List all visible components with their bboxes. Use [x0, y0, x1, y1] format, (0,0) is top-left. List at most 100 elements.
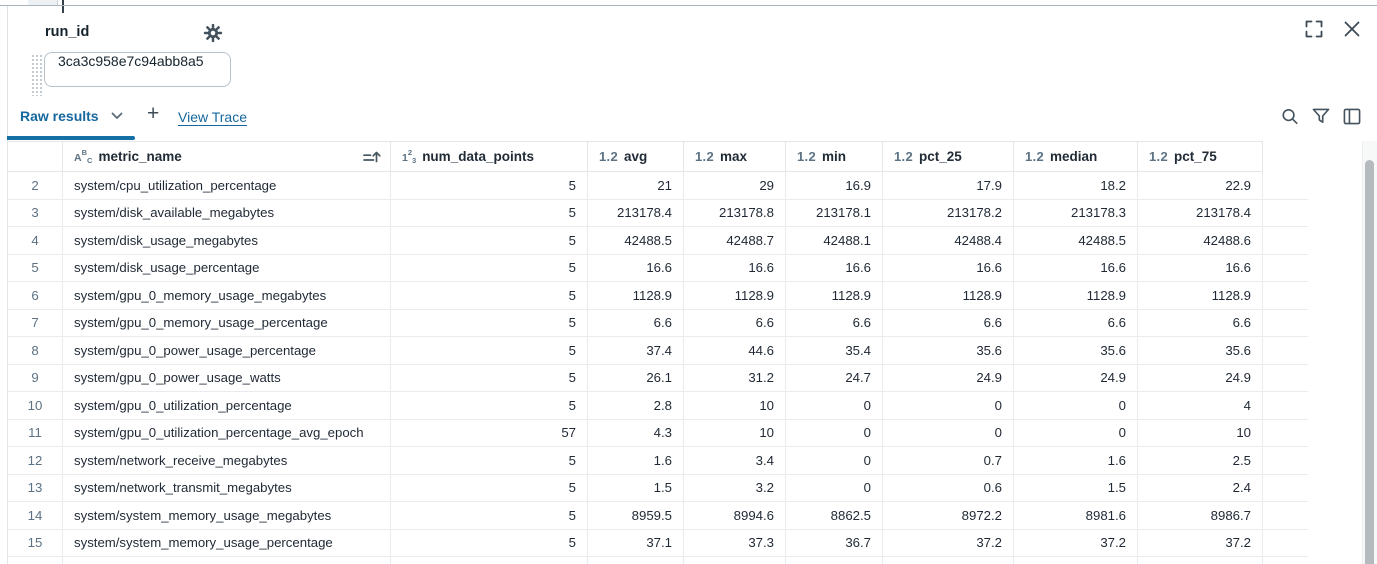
cell-avg[interactable]: 4.3 [588, 419, 684, 447]
cell-metric_name[interactable]: system/gpu_0_power_usage_percentage [63, 337, 391, 365]
gear-icon[interactable] [203, 23, 223, 43]
column-header-min[interactable]: 1.2 min [786, 141, 883, 172]
column-header-metric_name[interactable]: ABC metric_name [63, 141, 391, 172]
cell-num_data_points[interactable]: 5 [391, 364, 588, 392]
cell-pct_25[interactable]: 37.2 [883, 529, 1014, 557]
cell-max[interactable]: 3.2 [684, 474, 786, 502]
cell-median[interactable]: 16.6 [1014, 254, 1138, 282]
cell-max[interactable]: 10 [684, 392, 786, 420]
cell-median[interactable]: 1.6 [1014, 447, 1138, 475]
cell-num_data_points[interactable]: 5 [391, 254, 588, 282]
cell-min[interactable]: 213178.1 [786, 199, 883, 227]
cell-median[interactable] [1014, 557, 1138, 564]
cell-median[interactable]: 1.5 [1014, 474, 1138, 502]
column-header-max[interactable]: 1.2 max [684, 141, 786, 172]
row-number[interactable]: 12 [8, 447, 63, 475]
cell-pct_25[interactable]: 8972.2 [883, 502, 1014, 530]
cell-metric_name[interactable]: system/gpu_0_memory_usage_megabytes [63, 282, 391, 310]
cell-metric_name[interactable]: system/cpu_utilization_percentage [63, 172, 391, 200]
cell-num_data_points[interactable]: 5 [391, 502, 588, 530]
cell-avg[interactable]: 8959.5 [588, 502, 684, 530]
cell-metric_name[interactable]: system/gpu_0_utilization_percentage_avg_… [63, 419, 391, 447]
cell-num_data_points[interactable]: 5 [391, 474, 588, 502]
cell-pct_75[interactable]: 4 [1138, 392, 1263, 420]
cell-pct_25[interactable]: 1128.9 [883, 282, 1014, 310]
column-header-pct_75[interactable]: 1.2 pct_75 [1138, 141, 1263, 172]
cell-median[interactable]: 24.9 [1014, 364, 1138, 392]
cell-median[interactable]: 0 [1014, 392, 1138, 420]
run-id-input[interactable]: 3ca3c958e7c94abb8a5 [44, 52, 231, 87]
cell-min[interactable]: 24.7 [786, 364, 883, 392]
cell-metric_name[interactable]: system/network_transmit_megabytes [63, 474, 391, 502]
cell-min[interactable]: 0 [786, 447, 883, 475]
row-number[interactable]: 7 [8, 309, 63, 337]
cell-pct_25[interactable]: 213178.2 [883, 199, 1014, 227]
row-number[interactable]: 6 [8, 282, 63, 310]
cell-metric_name[interactable]: system/gpu_0_utilization_percentage [63, 392, 391, 420]
cell-metric_name[interactable] [63, 557, 391, 564]
row-number[interactable] [8, 557, 63, 564]
cell-min[interactable] [786, 557, 883, 564]
row-number[interactable]: 11 [8, 419, 63, 447]
cell-avg[interactable]: 37.4 [588, 337, 684, 365]
column-header-median[interactable]: 1.2 median [1014, 141, 1138, 172]
expand-icon[interactable] [1305, 20, 1323, 38]
cell-min[interactable]: 6.6 [786, 309, 883, 337]
cell-pct_25[interactable]: 16.6 [883, 254, 1014, 282]
cell-pct_25[interactable]: 24.9 [883, 364, 1014, 392]
cell-pct_75[interactable]: 10 [1138, 419, 1263, 447]
row-number[interactable]: 14 [8, 502, 63, 530]
cell-max[interactable]: 29 [684, 172, 786, 200]
cell-pct_75[interactable]: 24.9 [1138, 364, 1263, 392]
cell-pct_75[interactable]: 1128.9 [1138, 282, 1263, 310]
cell-pct_75[interactable]: 2.4 [1138, 474, 1263, 502]
cell-median[interactable]: 35.6 [1014, 337, 1138, 365]
cell-avg[interactable]: 1.5 [588, 474, 684, 502]
cell-num_data_points[interactable]: 5 [391, 282, 588, 310]
cell-median[interactable]: 18.2 [1014, 172, 1138, 200]
cell-pct_75[interactable]: 8986.7 [1138, 502, 1263, 530]
cell-metric_name[interactable]: system/network_receive_megabytes [63, 447, 391, 475]
cell-pct_25[interactable]: 0 [883, 419, 1014, 447]
cell-avg[interactable]: 213178.4 [588, 199, 684, 227]
cell-pct_25[interactable]: 35.6 [883, 337, 1014, 365]
search-icon[interactable] [1281, 107, 1299, 125]
cell-min[interactable]: 36.7 [786, 529, 883, 557]
cell-avg[interactable]: 37.1 [588, 529, 684, 557]
cell-avg[interactable]: 16.6 [588, 254, 684, 282]
cell-median[interactable]: 1128.9 [1014, 282, 1138, 310]
cell-min[interactable]: 0 [786, 419, 883, 447]
cell-pct_25[interactable]: 0 [883, 392, 1014, 420]
cell-metric_name[interactable]: system/system_memory_usage_megabytes [63, 502, 391, 530]
cell-metric_name[interactable]: system/gpu_0_memory_usage_percentage [63, 309, 391, 337]
cell-num_data_points[interactable]: 5 [391, 529, 588, 557]
cell-max[interactable]: 44.6 [684, 337, 786, 365]
row-number[interactable]: 3 [8, 199, 63, 227]
row-number[interactable]: 8 [8, 337, 63, 365]
cell-pct_25[interactable]: 0.6 [883, 474, 1014, 502]
cell-metric_name[interactable]: system/gpu_0_power_usage_watts [63, 364, 391, 392]
cell-avg[interactable]: 1.6 [588, 447, 684, 475]
cell-num_data_points[interactable]: 5 [391, 172, 588, 200]
cell-avg[interactable]: 2.8 [588, 392, 684, 420]
cell-metric_name[interactable]: system/disk_available_megabytes [63, 199, 391, 227]
cell-min[interactable]: 42488.1 [786, 227, 883, 255]
column-header-pct_25[interactable]: 1.2 pct_25 [883, 141, 1014, 172]
cell-median[interactable]: 8981.6 [1014, 502, 1138, 530]
row-number[interactable]: 10 [8, 392, 63, 420]
row-number[interactable]: 15 [8, 529, 63, 557]
cell-max[interactable]: 6.6 [684, 309, 786, 337]
cell-max[interactable]: 31.2 [684, 364, 786, 392]
cell-max[interactable]: 213178.8 [684, 199, 786, 227]
cell-metric_name[interactable]: system/disk_usage_megabytes [63, 227, 391, 255]
cell-median[interactable]: 37.2 [1014, 529, 1138, 557]
cell-avg[interactable]: 42488.5 [588, 227, 684, 255]
cell-num_data_points[interactable]: 5 [391, 447, 588, 475]
cell-median[interactable]: 213178.3 [1014, 199, 1138, 227]
cell-max[interactable]: 1128.9 [684, 282, 786, 310]
cell-avg[interactable] [588, 557, 684, 564]
cell-max[interactable]: 42488.7 [684, 227, 786, 255]
vertical-scrollbar[interactable] [1362, 141, 1377, 564]
filter-icon[interactable] [1312, 107, 1330, 125]
add-tab-button[interactable]: + [147, 102, 160, 125]
